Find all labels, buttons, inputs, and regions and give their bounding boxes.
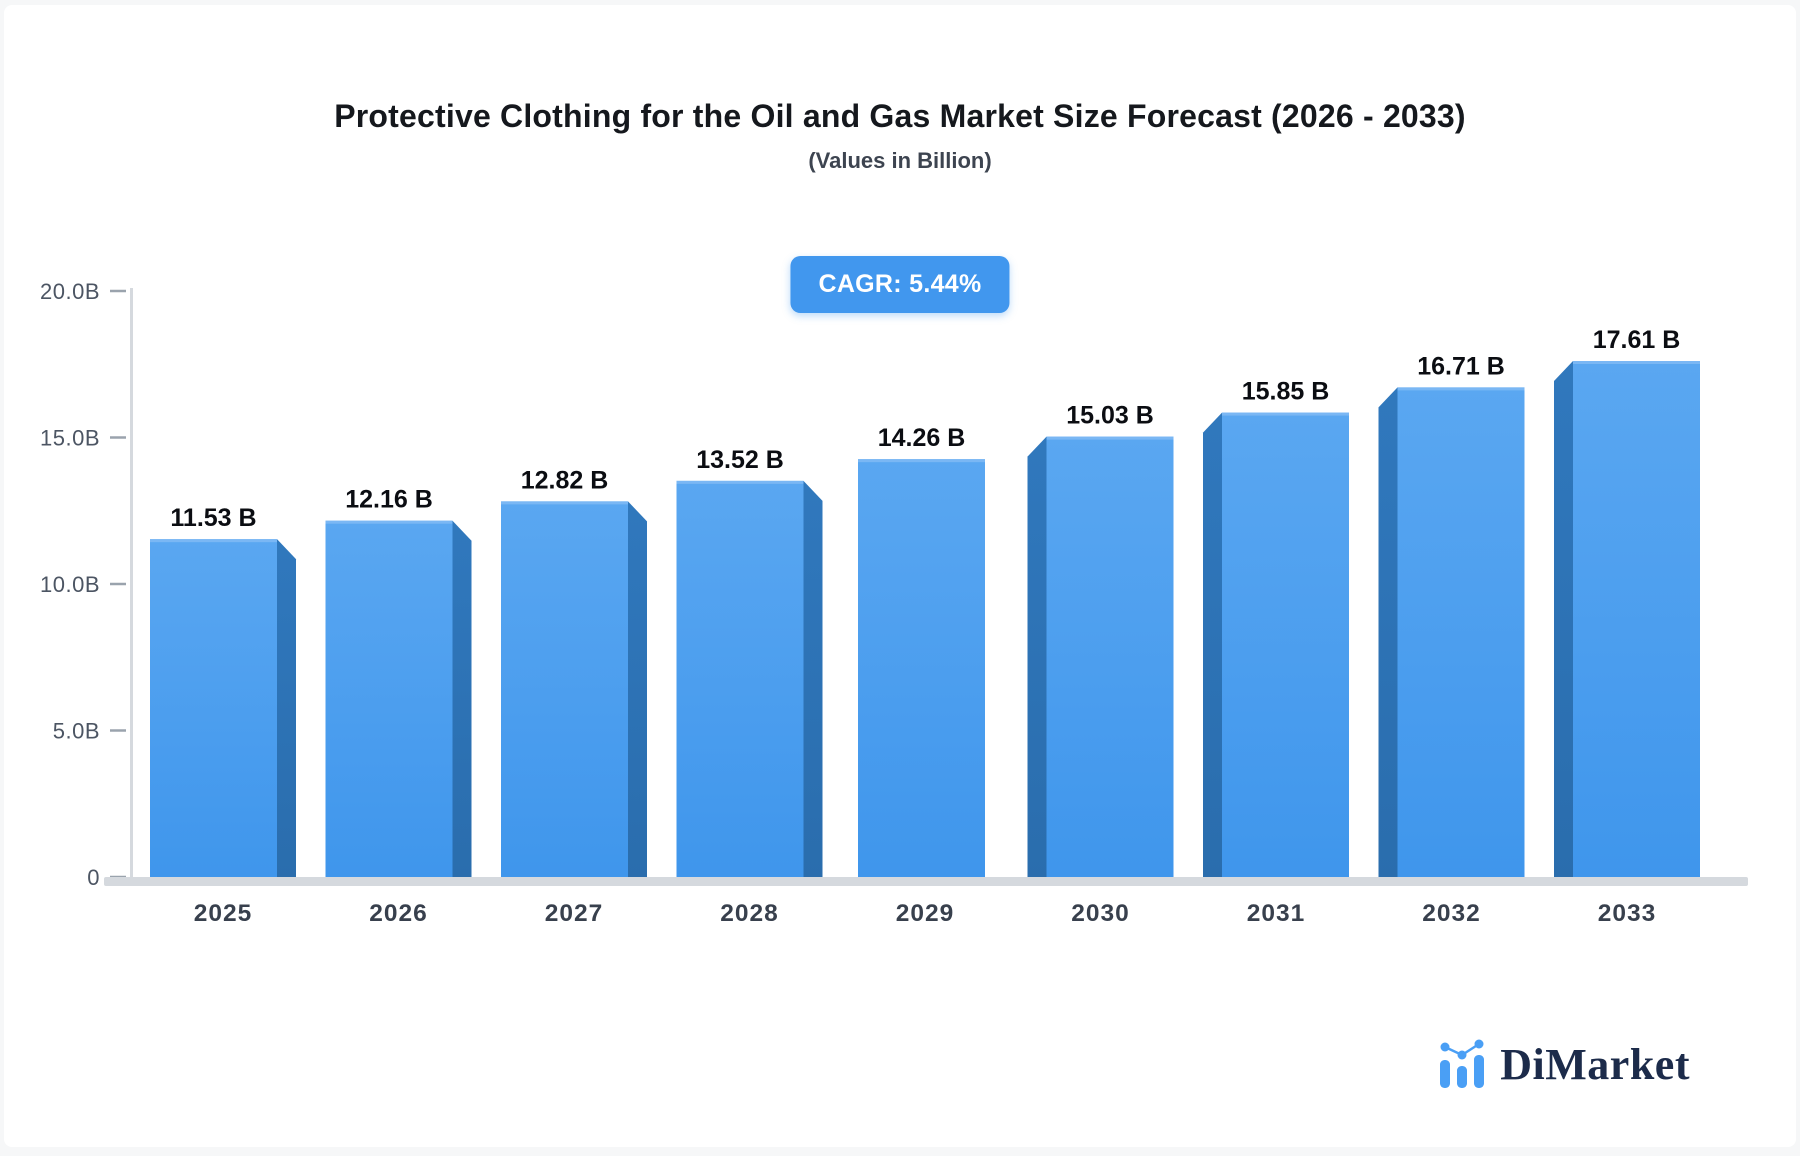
- bar-face: [325, 520, 453, 877]
- x-axis-label: 2027: [545, 900, 604, 927]
- bar-side-panel: [628, 501, 647, 880]
- x-axis-label: 2033: [1598, 900, 1657, 927]
- y-axis-line: [130, 288, 133, 886]
- chart-title: Protective Clothing for the Oil and Gas …: [334, 98, 1466, 134]
- x-axis-label: 2032: [1422, 900, 1481, 927]
- bar-side-panel: [1203, 412, 1222, 880]
- bar-face: [1573, 361, 1700, 878]
- bar-top-highlight: [858, 459, 985, 463]
- y-axis-tick-label: 5.0B: [53, 719, 100, 744]
- bar-top-highlight: [501, 501, 628, 505]
- bar-top-highlight: [325, 520, 453, 524]
- logo-bar: [1457, 1066, 1468, 1088]
- bar-value-label: 13.52 B: [696, 446, 784, 474]
- cagr-badge: CAGR: 5.44%: [790, 256, 1010, 313]
- x-baseline: [104, 877, 1748, 886]
- bar-2031: [1203, 412, 1349, 880]
- bar-face: [1046, 436, 1174, 877]
- bar-value-label: 15.03 B: [1066, 402, 1154, 430]
- bar-2028: [676, 480, 823, 880]
- dimarket-logo-text: DiMarket: [1500, 1039, 1690, 1089]
- x-axis-label: 2028: [720, 900, 779, 927]
- logo-bar: [1440, 1060, 1451, 1088]
- bar-top-highlight: [1222, 412, 1349, 416]
- bar-side-panel: [452, 520, 472, 880]
- x-axis-label: 2029: [896, 900, 955, 927]
- dimarket-logo: DiMarket: [1436, 1038, 1690, 1090]
- y-axis-tick-label: 20.0B: [40, 279, 100, 304]
- y-axis-tick-label: 15.0B: [40, 426, 100, 451]
- y-axis-tick-label: 10.0B: [40, 572, 100, 597]
- bar-2032: [1378, 387, 1525, 880]
- bar-value-label: 15.85 B: [1242, 378, 1330, 406]
- bar-value-label: 17.61 B: [1593, 326, 1681, 354]
- bar-face: [676, 480, 804, 877]
- bar-face: [858, 459, 985, 877]
- bar-side-panel: [803, 480, 823, 880]
- logo-dot: [1457, 1050, 1467, 1060]
- bar-side-panel: [277, 539, 296, 880]
- bar-value-label: 11.53 B: [170, 504, 256, 532]
- bar-side-panel: [1554, 361, 1573, 881]
- y-axis-tick-label: 0: [87, 865, 100, 890]
- x-axis-label: 2030: [1071, 900, 1130, 927]
- bar-2030: [1027, 436, 1174, 880]
- x-axis-label: 2025: [194, 900, 253, 927]
- bar-value-label: 12.82 B: [521, 466, 609, 494]
- bar-2033: [1554, 361, 1700, 881]
- bar-2025: [150, 539, 296, 880]
- bar-top-highlight: [1397, 387, 1525, 391]
- bar-top-highlight: [1573, 361, 1700, 365]
- bar-value-label: 14.26 B: [878, 424, 966, 452]
- bar-value-label: 16.71 B: [1417, 352, 1505, 380]
- bar-2029: [858, 459, 985, 877]
- bar-value-label: 12.16 B: [345, 486, 433, 514]
- logo-dot: [1440, 1042, 1450, 1052]
- bar-face: [501, 501, 628, 877]
- chart-subtitle: (Values in Billion): [808, 148, 992, 173]
- bar-face: [150, 539, 277, 877]
- bar-line-chart-icon: [1440, 1039, 1485, 1088]
- bar-face: [1222, 412, 1349, 877]
- bar-2026: [325, 520, 472, 880]
- bar-2027: [501, 501, 647, 880]
- bar-side-panel: [1378, 387, 1398, 880]
- x-axis-label: 2031: [1247, 900, 1306, 927]
- logo-bar: [1474, 1055, 1485, 1088]
- x-axis-label: 2026: [369, 900, 428, 927]
- bar-top-highlight: [676, 480, 804, 484]
- bar-face: [1397, 387, 1525, 877]
- logo-dot: [1474, 1039, 1484, 1049]
- bar-side-panel: [1027, 436, 1047, 880]
- bar-top-highlight: [150, 539, 277, 543]
- bar-top-highlight: [1046, 436, 1174, 440]
